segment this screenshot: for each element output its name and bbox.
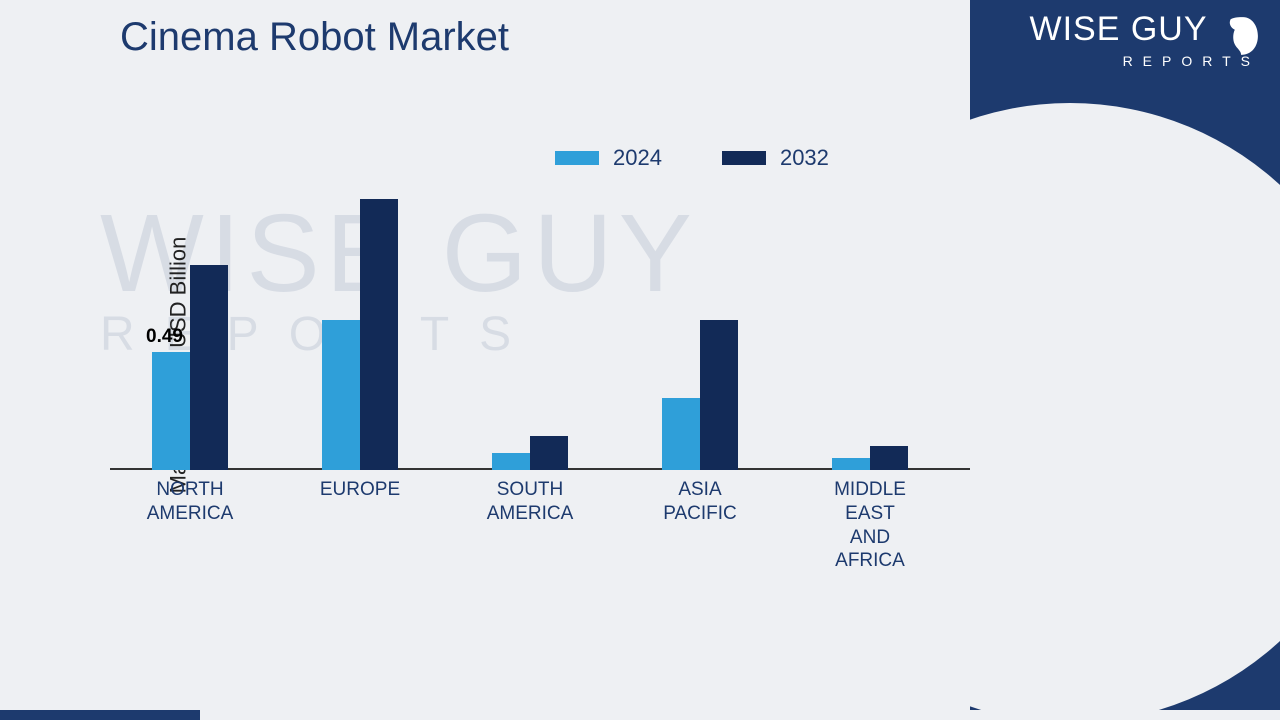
bar <box>700 320 738 470</box>
bar <box>530 436 568 470</box>
x-axis-category-label: NORTH AMERICA <box>147 478 234 526</box>
bar-chart: Market Size in USD Billion 2024 2032 NOR… <box>100 150 980 580</box>
chart-legend: 2024 2032 <box>555 145 829 171</box>
bar <box>662 398 700 471</box>
x-axis-category-label: ASIA PACIFIC <box>663 478 737 526</box>
bar-group: SOUTH AMERICA <box>450 180 610 580</box>
legend-swatch-2024 <box>555 151 599 165</box>
bar <box>870 446 908 470</box>
x-axis-category-label: MIDDLE EAST AND AFRICA <box>834 478 906 573</box>
bar <box>832 458 870 470</box>
brand-logo: WISE GUY REPORTS <box>1030 10 1260 69</box>
bar <box>190 265 228 470</box>
head-icon <box>1218 15 1260 57</box>
bar <box>492 453 530 470</box>
legend-label-2032: 2032 <box>780 145 829 171</box>
page-title: Cinema Robot Market <box>120 15 509 60</box>
legend-item-2032: 2032 <box>722 145 829 171</box>
bottom-accent-bar <box>0 710 200 720</box>
legend-label-2024: 2024 <box>613 145 662 171</box>
bar-group: ASIA PACIFIC <box>620 180 780 580</box>
bar-value-label: 0.49 <box>146 326 183 348</box>
bar-group: EUROPE <box>280 180 440 580</box>
chart-plot-area: NORTH AMERICA EUROPE SOUTH AMERICA ASIA PAC… <box>110 180 970 580</box>
x-axis-category-label: EUROPE <box>320 478 400 502</box>
bar <box>360 199 398 470</box>
legend-item-2024: 2024 <box>555 145 662 171</box>
bar <box>322 320 360 470</box>
x-axis-category-label: SOUTH AMERICA <box>487 478 574 526</box>
bar-group: NORTH AMERICA <box>110 180 270 580</box>
brand-logo-top: WISE GUY <box>1030 10 1208 48</box>
bar <box>152 352 190 470</box>
legend-swatch-2032 <box>722 151 766 165</box>
bar-group: MIDDLE EAST AND AFRICA <box>790 180 950 580</box>
